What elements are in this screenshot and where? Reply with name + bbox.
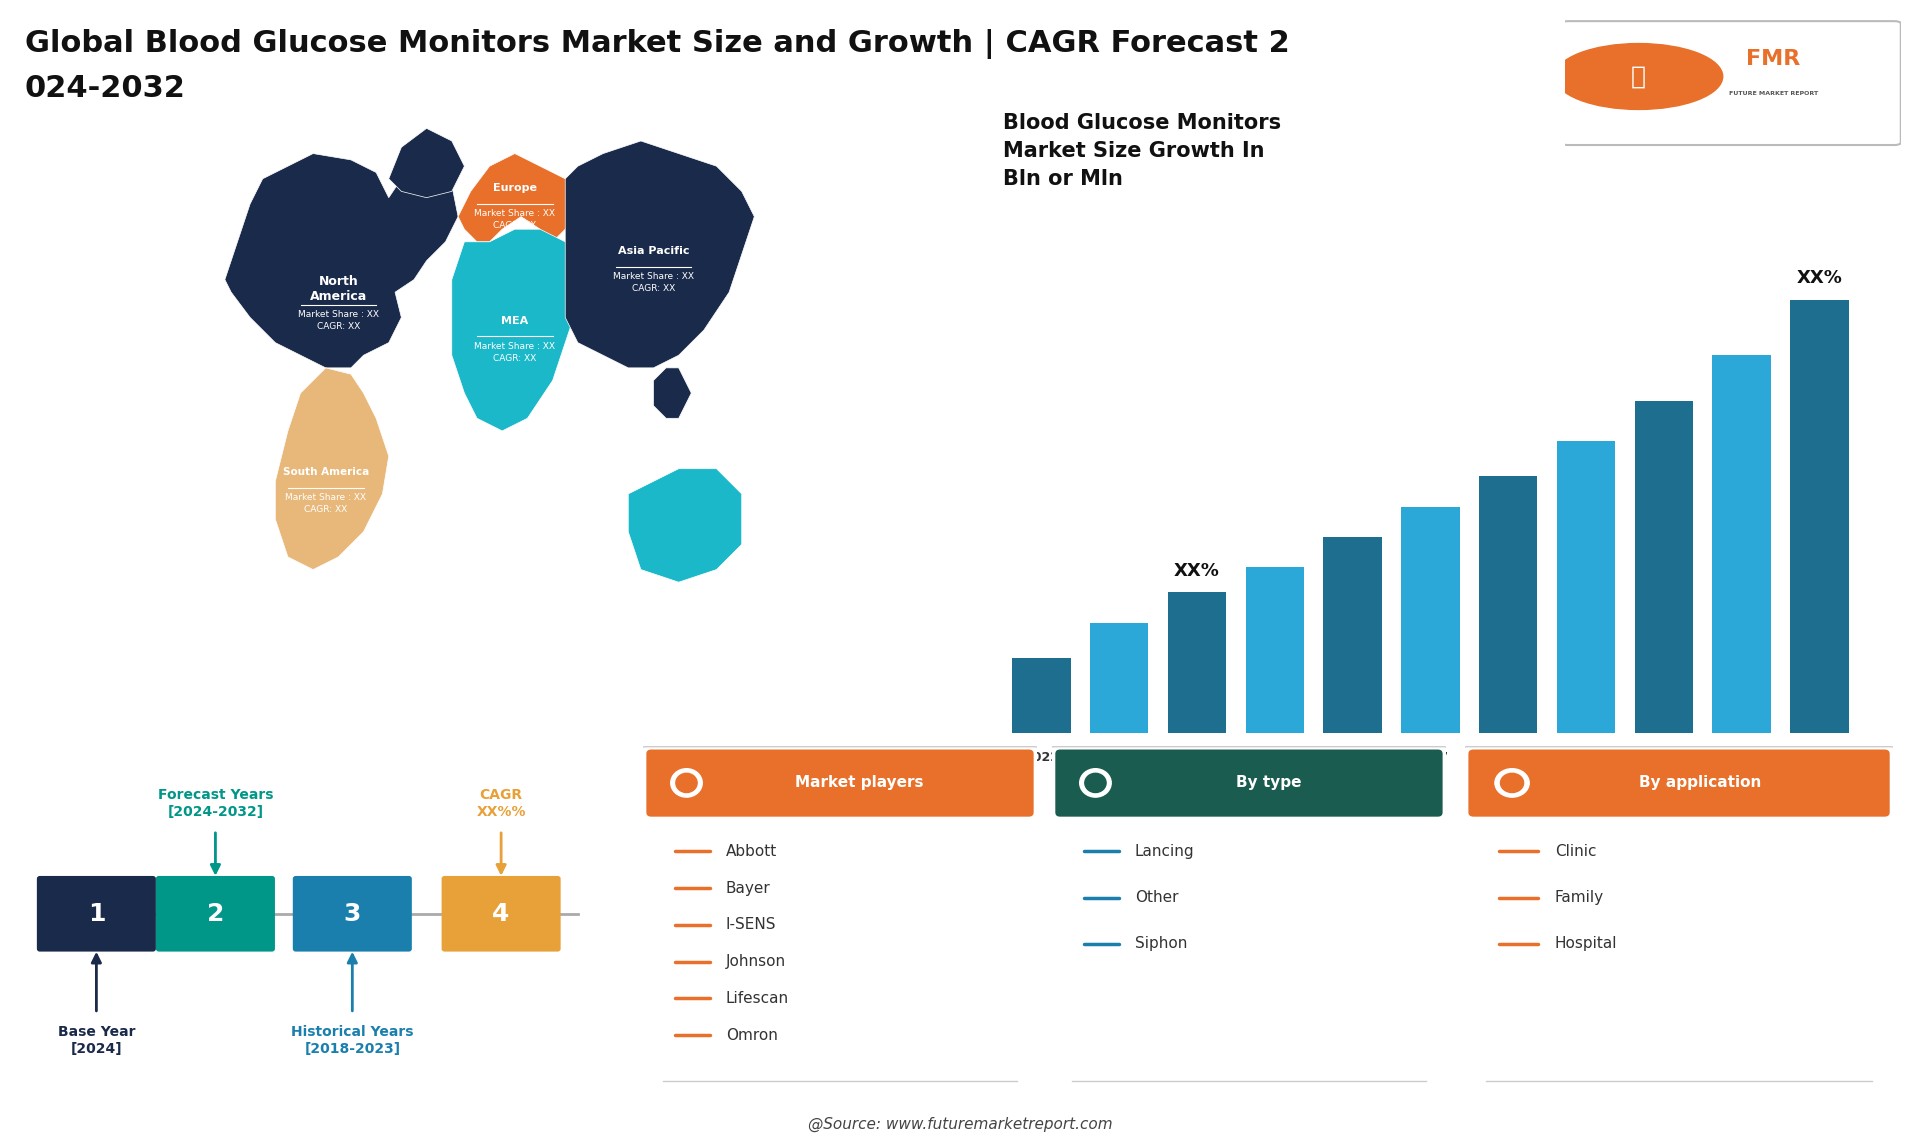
Text: 2029: 2029 <box>1569 751 1603 764</box>
Text: Market Share : XX
CAGR: XX: Market Share : XX CAGR: XX <box>474 342 555 362</box>
Text: Siphon: Siphon <box>1135 936 1187 951</box>
Text: Asia Pacific: Asia Pacific <box>618 246 689 257</box>
Polygon shape <box>451 229 578 431</box>
Text: Bayer: Bayer <box>726 880 770 896</box>
Text: 2026: 2026 <box>1334 751 1371 764</box>
Text: Other: Other <box>1135 890 1179 905</box>
Text: Forecast Years
[2024-2032]: Forecast Years [2024-2032] <box>157 788 273 819</box>
Circle shape <box>1555 44 1722 109</box>
FancyBboxPatch shape <box>1050 747 1448 1102</box>
Text: 3: 3 <box>344 902 361 926</box>
Bar <box>1478 477 1538 733</box>
Text: 024-2032: 024-2032 <box>25 74 186 103</box>
Text: @Source: www.futuremarketreport.com: @Source: www.futuremarketreport.com <box>808 1117 1112 1132</box>
Text: Market Share : XX
CAGR: XX: Market Share : XX CAGR: XX <box>474 210 555 230</box>
Polygon shape <box>564 141 755 368</box>
Text: Omron: Omron <box>726 1028 778 1043</box>
Text: Europe: Europe <box>493 183 538 194</box>
Text: Blood Glucose Monitors
Market Size Growth In
Bln or Mln: Blood Glucose Monitors Market Size Growt… <box>1002 113 1281 189</box>
Text: Clinic: Clinic <box>1555 843 1596 860</box>
Text: 2028: 2028 <box>1490 751 1526 764</box>
Bar <box>1557 441 1615 733</box>
Text: Hospital: Hospital <box>1555 936 1617 951</box>
FancyBboxPatch shape <box>647 749 1033 817</box>
Text: 2: 2 <box>207 902 225 926</box>
Bar <box>1091 622 1148 733</box>
Bar <box>1402 507 1459 733</box>
Text: 2030: 2030 <box>1645 751 1682 764</box>
Polygon shape <box>388 128 465 197</box>
Polygon shape <box>653 368 691 418</box>
Circle shape <box>670 769 703 798</box>
Polygon shape <box>275 368 388 570</box>
Text: Lifescan: Lifescan <box>726 991 789 1006</box>
FancyBboxPatch shape <box>156 876 275 951</box>
Bar <box>1713 355 1770 733</box>
Polygon shape <box>628 469 741 582</box>
Text: XX%: XX% <box>1797 269 1843 288</box>
Text: 2032: 2032 <box>1803 751 1837 764</box>
FancyBboxPatch shape <box>1469 749 1889 817</box>
Bar <box>1323 536 1382 733</box>
Text: 2024: 2024 <box>1179 751 1215 764</box>
Text: 🦌: 🦌 <box>1632 64 1645 88</box>
Polygon shape <box>225 154 459 368</box>
Bar <box>1167 592 1227 733</box>
Text: FMR: FMR <box>1745 49 1801 70</box>
Text: XX%: XX% <box>1175 562 1219 580</box>
Text: CAGR
XX%%: CAGR XX%% <box>476 788 526 819</box>
FancyBboxPatch shape <box>36 876 156 951</box>
Text: 1: 1 <box>88 902 106 926</box>
Text: Abbott: Abbott <box>726 843 778 860</box>
Text: I-SENS: I-SENS <box>726 918 776 933</box>
FancyBboxPatch shape <box>1056 749 1442 817</box>
Text: North
America: North America <box>309 275 367 303</box>
FancyBboxPatch shape <box>1463 747 1895 1102</box>
Text: Global Blood Glucose Monitors Market Size and Growth | CAGR Forecast 2: Global Blood Glucose Monitors Market Siz… <box>25 29 1290 58</box>
Text: MEA: MEA <box>501 315 528 325</box>
FancyBboxPatch shape <box>292 876 411 951</box>
Bar <box>1012 658 1071 733</box>
Text: Market Share : XX
CAGR: XX: Market Share : XX CAGR: XX <box>286 493 367 513</box>
FancyBboxPatch shape <box>641 747 1039 1102</box>
Text: By type: By type <box>1236 776 1302 791</box>
Circle shape <box>1501 774 1524 793</box>
Text: Lancing: Lancing <box>1135 843 1194 860</box>
Circle shape <box>1085 774 1106 793</box>
Text: Historical Years
[2018-2023]: Historical Years [2018-2023] <box>292 1025 413 1055</box>
Text: By application: By application <box>1640 776 1763 791</box>
Bar <box>1634 401 1693 733</box>
Text: 2023: 2023 <box>1102 751 1137 764</box>
Text: Base Year
[2024]: Base Year [2024] <box>58 1025 134 1055</box>
Text: 2031: 2031 <box>1724 751 1759 764</box>
Circle shape <box>1079 769 1112 798</box>
Text: 4: 4 <box>492 902 511 926</box>
Text: Market Share : XX
CAGR: XX: Market Share : XX CAGR: XX <box>612 273 693 293</box>
Text: FUTURE MARKET REPORT: FUTURE MARKET REPORT <box>1728 92 1818 96</box>
Text: 2027: 2027 <box>1413 751 1448 764</box>
Text: Family: Family <box>1555 890 1603 905</box>
Text: Johnson: Johnson <box>726 955 785 970</box>
FancyBboxPatch shape <box>1561 21 1901 146</box>
Bar <box>1789 300 1849 733</box>
Text: Market Share : XX
CAGR: XX: Market Share : XX CAGR: XX <box>298 311 378 331</box>
Text: Market players: Market players <box>795 776 924 791</box>
Text: 2022: 2022 <box>1023 751 1060 764</box>
Circle shape <box>1496 769 1528 798</box>
Circle shape <box>676 774 697 793</box>
Polygon shape <box>459 154 578 242</box>
Text: South America: South America <box>282 466 369 477</box>
Bar <box>1246 567 1304 733</box>
Text: 2025: 2025 <box>1258 751 1292 764</box>
FancyBboxPatch shape <box>442 876 561 951</box>
